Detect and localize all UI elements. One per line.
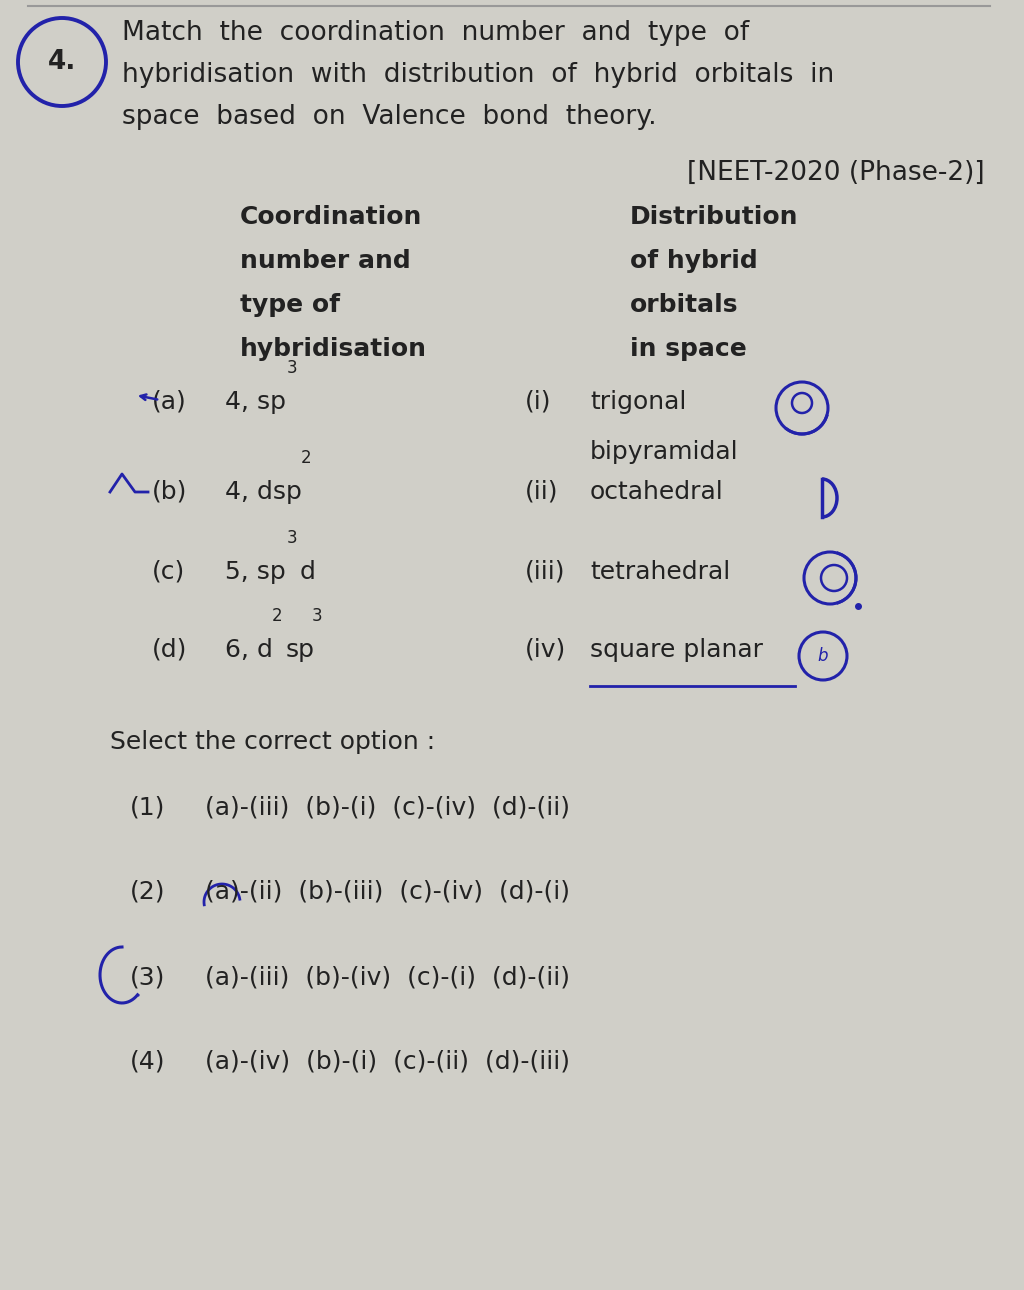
- Text: 4, sp: 4, sp: [225, 390, 286, 414]
- Text: square planar: square planar: [590, 639, 763, 662]
- Text: (a)-(ii)  (b)-(iii)  (c)-(iv)  (d)-(i): (a)-(ii) (b)-(iii) (c)-(iv) (d)-(i): [205, 880, 570, 904]
- Text: type of: type of: [240, 293, 340, 317]
- Text: Coordination: Coordination: [240, 205, 422, 230]
- Text: (a)-(iii)  (b)-(iv)  (c)-(i)  (d)-(ii): (a)-(iii) (b)-(iv) (c)-(i) (d)-(ii): [205, 965, 570, 989]
- Text: (2): (2): [130, 880, 166, 904]
- Text: 3: 3: [312, 608, 323, 624]
- Text: Match  the  coordination  number  and  type  of: Match the coordination number and type o…: [122, 21, 750, 46]
- Text: [NEET-2020 (Phase-2)]: [NEET-2020 (Phase-2)]: [687, 160, 985, 186]
- Text: (a)-(iii)  (b)-(i)  (c)-(iv)  (d)-(ii): (a)-(iii) (b)-(i) (c)-(iv) (d)-(ii): [205, 795, 570, 819]
- Text: d: d: [300, 560, 315, 584]
- Text: hybridisation  with  distribution  of  hybrid  orbitals  in: hybridisation with distribution of hybri…: [122, 62, 835, 88]
- Text: 2: 2: [301, 449, 311, 467]
- Text: (iv): (iv): [525, 639, 566, 662]
- Text: (4): (4): [130, 1050, 166, 1075]
- Text: in space: in space: [630, 337, 746, 361]
- Text: space  based  on  Valence  bond  theory.: space based on Valence bond theory.: [122, 104, 656, 130]
- Text: (d): (d): [152, 639, 187, 662]
- Text: (iii): (iii): [525, 560, 565, 584]
- Text: (ii): (ii): [525, 480, 558, 504]
- Text: Distribution: Distribution: [630, 205, 799, 230]
- Text: 4, dsp: 4, dsp: [225, 480, 302, 504]
- Text: (a): (a): [152, 390, 186, 414]
- Text: number and: number and: [240, 249, 411, 273]
- Text: of hybrid: of hybrid: [630, 249, 758, 273]
- Text: (b): (b): [152, 480, 187, 504]
- Text: Select the correct option :: Select the correct option :: [110, 730, 435, 753]
- Text: 2: 2: [272, 608, 283, 624]
- Text: (1): (1): [130, 795, 165, 819]
- Text: hybridisation: hybridisation: [240, 337, 427, 361]
- Text: orbitals: orbitals: [630, 293, 738, 317]
- Text: sp: sp: [286, 639, 315, 662]
- Text: 5, sp: 5, sp: [225, 560, 286, 584]
- Text: b: b: [818, 648, 828, 666]
- Text: trigonal: trigonal: [590, 390, 686, 414]
- Text: (i): (i): [525, 390, 552, 414]
- Text: bipyramidal: bipyramidal: [590, 440, 738, 464]
- Text: 3: 3: [287, 529, 298, 547]
- Text: (c): (c): [152, 560, 185, 584]
- Text: octahedral: octahedral: [590, 480, 724, 504]
- Text: tetrahedral: tetrahedral: [590, 560, 730, 584]
- Text: 4.: 4.: [48, 49, 76, 75]
- Text: 3: 3: [287, 359, 298, 377]
- Text: (a)-(iv)  (b)-(i)  (c)-(ii)  (d)-(iii): (a)-(iv) (b)-(i) (c)-(ii) (d)-(iii): [205, 1050, 570, 1075]
- Text: (3): (3): [130, 965, 165, 989]
- Text: 6, d: 6, d: [225, 639, 272, 662]
